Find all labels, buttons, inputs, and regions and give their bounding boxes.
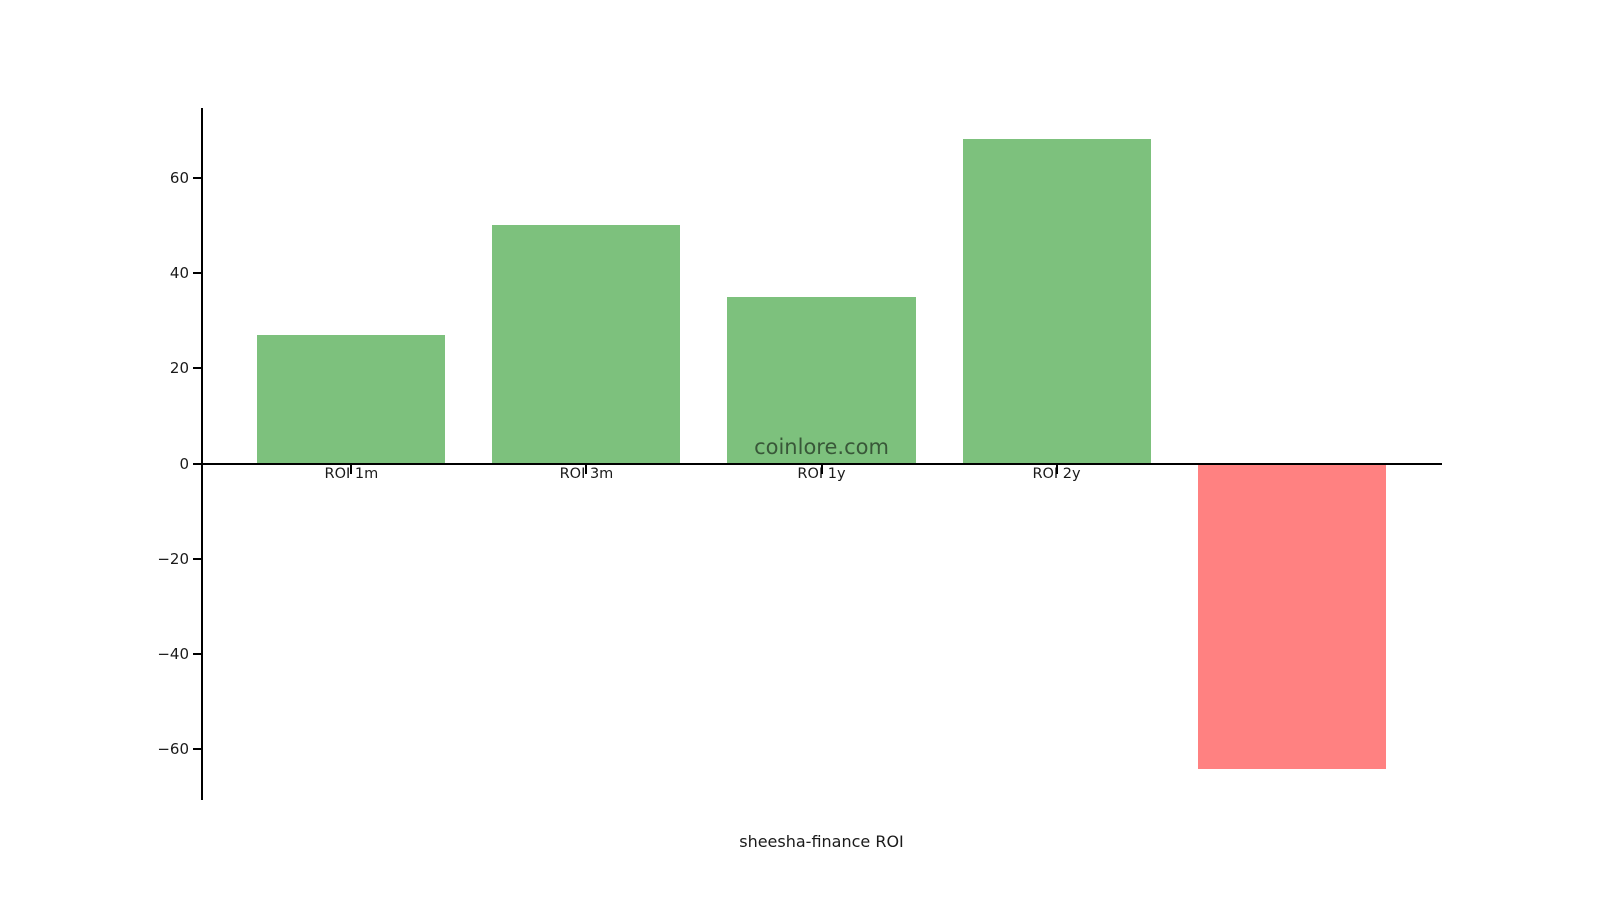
y-tick-label-−60: −60: [157, 740, 189, 759]
y-tick-label-20: 20: [169, 359, 189, 378]
watermark-text: coinlore.com: [754, 434, 889, 459]
x-tick-mark-2: [585, 464, 588, 474]
y-tick-mark-−20: [193, 557, 201, 560]
x-tick-label-roi-2y: ROI 2y: [1032, 465, 1081, 482]
bar-roi-2y: [962, 139, 1151, 464]
y-tick-label-40: 40: [169, 263, 189, 282]
x-tick-mark-4: [1055, 464, 1058, 474]
y-tick-label-−20: −20: [157, 549, 189, 568]
x-tick-label-roi-1m: ROI 1m: [324, 465, 379, 482]
y-tick-label-60: 60: [169, 168, 189, 187]
y-tick-mark-−40: [193, 653, 201, 656]
y-tick-mark-−60: [193, 748, 201, 751]
bar-roi-3m: [492, 225, 681, 464]
chart-title: sheesha-finance ROI: [739, 832, 904, 851]
y-tick-label-−40: −40: [157, 645, 189, 664]
y-tick-mark-0: [193, 462, 201, 465]
bar-unlabeled: [1197, 463, 1386, 769]
x-tick-mark-1: [350, 464, 353, 474]
bar-roi-1y: [727, 296, 916, 464]
y-tick-mark-40: [193, 271, 201, 274]
x-tick-label-roi-1y: ROI 1y: [797, 465, 846, 482]
x-tick-mark-3: [820, 464, 823, 474]
y-tick-mark-60: [193, 176, 201, 179]
y-axis-spine: [201, 108, 203, 800]
bar-roi-1m: [257, 334, 446, 464]
y-tick-label-0: 0: [179, 454, 189, 473]
x-tick-label-roi-3m: ROI 3m: [559, 465, 614, 482]
y-tick-mark-20: [193, 367, 201, 370]
x-axis-zero-line: [201, 462, 1442, 465]
